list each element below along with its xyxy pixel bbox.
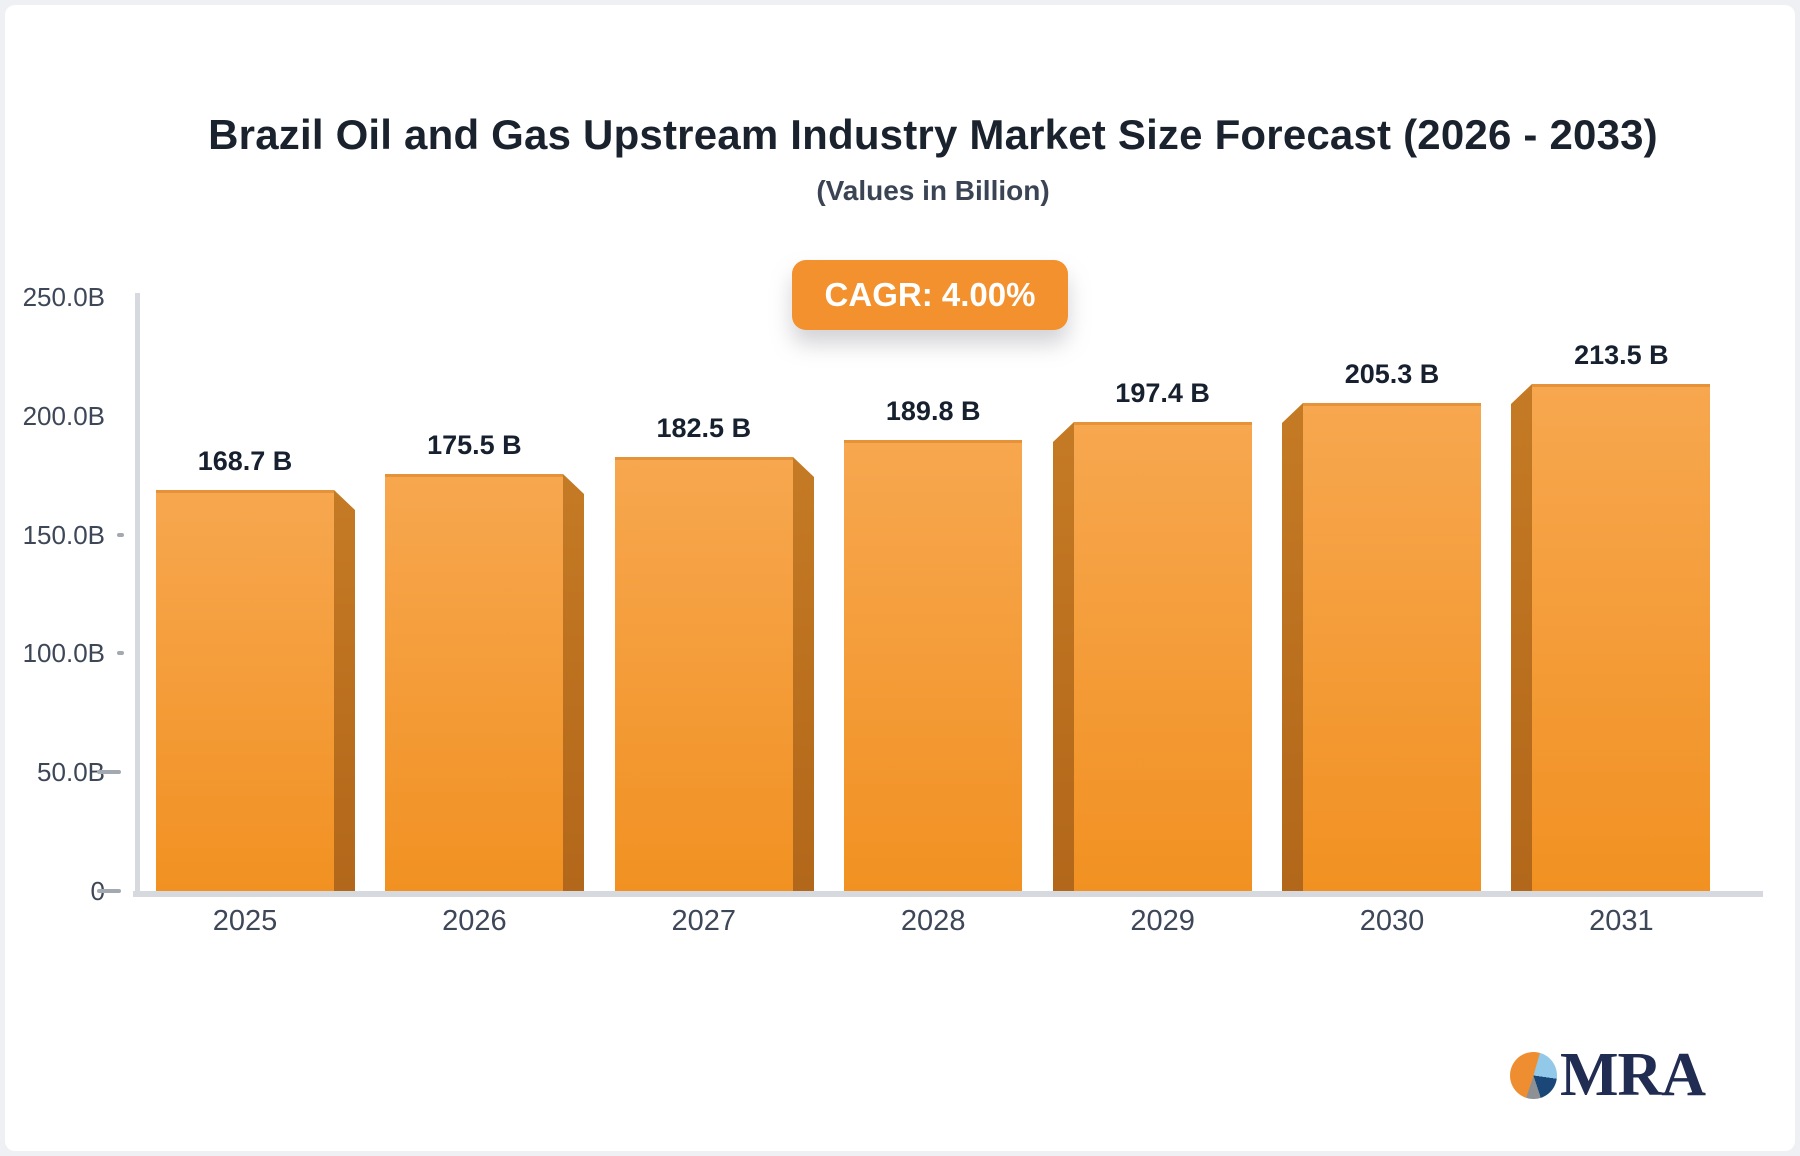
- bar-side-panel: [1282, 403, 1303, 891]
- bar-value-label: 182.5 B: [656, 413, 752, 443]
- x-axis-label: 2031: [1589, 905, 1654, 937]
- bar-side-panel: [793, 457, 814, 891]
- bar: [1303, 403, 1481, 891]
- y-axis-label: 100.0B: [22, 638, 105, 669]
- x-axis-label: 2025: [212, 905, 278, 937]
- brand-logo: MRA: [1510, 1039, 1710, 1111]
- bar-side-panel: [1053, 422, 1074, 891]
- y-axis-line: [135, 293, 140, 893]
- bar-side-panel: [563, 474, 584, 891]
- bar-value-label: 175.5 B: [427, 430, 522, 460]
- x-axis-label: 2026: [442, 905, 507, 937]
- bar-value-label: 189.8 B: [885, 396, 981, 426]
- x-axis-label: 2028: [900, 905, 966, 937]
- y-axis-tick: [117, 651, 124, 656]
- bar-value-label: 205.3 B: [1344, 359, 1440, 389]
- y-axis-label: 150.0B: [22, 519, 105, 550]
- x-axis-label: 2027: [671, 905, 737, 937]
- y-axis-label: 0: [5, 876, 105, 907]
- y-axis-tick: [97, 770, 121, 775]
- cagr-badge: CAGR: 4.00%: [792, 260, 1068, 330]
- bar: [156, 490, 334, 891]
- y-axis-tick: [117, 532, 124, 537]
- chart-card: Brazil Oil and Gas Upstream Industry Mar…: [5, 5, 1795, 1151]
- brand-text: MRA: [1560, 1041, 1706, 1109]
- x-axis-line: [133, 891, 1763, 897]
- y-axis-label: 250.0B: [22, 282, 105, 312]
- x-axis-label: 2030: [1359, 905, 1425, 937]
- y-axis-tick: [97, 889, 121, 893]
- chart-title: Brazil Oil and Gas Upstream Industry Mar…: [208, 111, 1658, 158]
- bar: [1074, 422, 1252, 891]
- bar-side-panel: [334, 490, 355, 891]
- cagr-badge-label: CAGR: 4.00%: [824, 276, 1036, 313]
- bar: [615, 457, 793, 891]
- bar-value-label: 213.5 B: [1574, 340, 1669, 370]
- bar-value-label: 168.7 B: [197, 446, 293, 476]
- bar-side-panel: [1511, 384, 1532, 891]
- bar: [844, 440, 1022, 891]
- bar-value-label: 197.4 B: [1115, 378, 1210, 408]
- pie-chart-icon: [1510, 1051, 1557, 1099]
- y-axis-label: 50.0B: [37, 757, 105, 788]
- y-axis-label: 200.0B: [22, 400, 105, 431]
- bar: [385, 474, 563, 891]
- chart-subtitle: (Values in Billion): [816, 175, 1050, 206]
- x-axis-label: 2029: [1130, 905, 1195, 937]
- bar: [1532, 384, 1710, 891]
